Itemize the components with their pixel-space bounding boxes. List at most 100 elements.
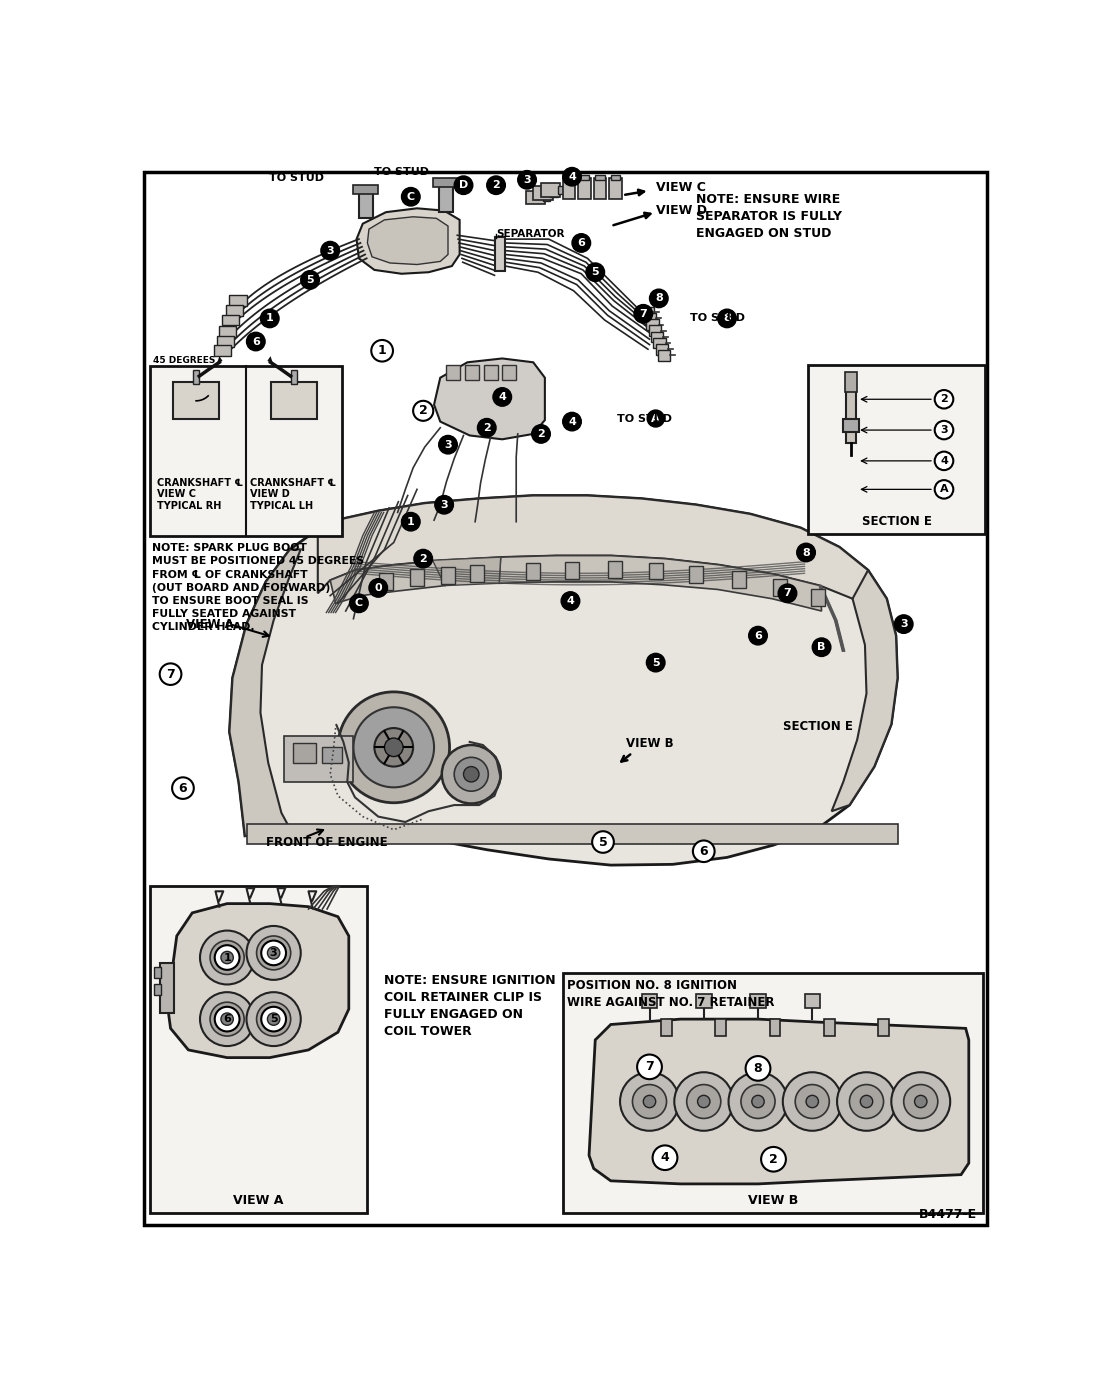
Text: VIEW D: VIEW D (250, 490, 289, 499)
Text: C: C (406, 192, 415, 202)
Circle shape (256, 1003, 290, 1036)
Bar (526, 191, 545, 205)
Text: VIEW B: VIEW B (626, 737, 673, 750)
Circle shape (649, 289, 668, 307)
Polygon shape (499, 556, 821, 611)
Polygon shape (267, 357, 274, 365)
Text: 4: 4 (566, 596, 574, 606)
Circle shape (745, 1057, 771, 1080)
Bar (696, 994, 711, 1008)
Bar (847, 387, 856, 443)
Text: 2: 2 (492, 180, 500, 191)
Circle shape (849, 1084, 883, 1119)
Circle shape (160, 664, 181, 685)
Circle shape (860, 1095, 872, 1108)
Circle shape (729, 1072, 787, 1131)
Text: 5: 5 (269, 1014, 277, 1025)
Circle shape (435, 495, 454, 514)
Bar (438, 181, 453, 212)
Bar (246, 824, 898, 844)
Bar (220, 326, 236, 337)
Bar (607, 561, 622, 578)
Text: TO STUD: TO STUD (269, 173, 325, 183)
Circle shape (210, 940, 244, 975)
Circle shape (935, 420, 953, 440)
Bar (564, 176, 574, 180)
Circle shape (172, 777, 194, 799)
Circle shape (693, 841, 714, 862)
Text: VIEW A: VIEW A (233, 1194, 284, 1207)
Bar (160, 963, 173, 1012)
Bar (495, 236, 506, 271)
Bar (193, 371, 199, 384)
Text: 4: 4 (660, 1151, 669, 1164)
Text: 4: 4 (569, 416, 576, 426)
Text: POSITION NO. 8 IGNITION
WIRE AGAINST NO. 7 RETAINER: POSITION NO. 8 IGNITION WIRE AGAINST NO.… (566, 979, 774, 1010)
Text: 7: 7 (645, 1061, 654, 1073)
Text: 2: 2 (538, 429, 545, 438)
Circle shape (321, 242, 340, 260)
Circle shape (563, 167, 582, 185)
Circle shape (532, 425, 550, 443)
Circle shape (813, 638, 831, 657)
Bar (649, 563, 662, 579)
Bar (214, 346, 231, 357)
Text: 8: 8 (723, 314, 731, 324)
Text: 6: 6 (700, 845, 708, 857)
Text: 3: 3 (444, 440, 452, 449)
Circle shape (644, 1095, 656, 1108)
Circle shape (384, 739, 403, 757)
Circle shape (741, 1084, 775, 1119)
Polygon shape (230, 549, 300, 835)
Circle shape (493, 387, 511, 407)
Text: 1: 1 (266, 314, 274, 324)
Text: 4: 4 (569, 171, 576, 181)
Bar (433, 177, 459, 187)
Circle shape (647, 409, 665, 427)
Text: 6: 6 (179, 781, 188, 795)
Bar (845, 372, 857, 391)
Text: B4477-E: B4477-E (919, 1207, 977, 1221)
Circle shape (778, 584, 797, 603)
Circle shape (752, 1095, 764, 1108)
Bar (322, 747, 342, 762)
Text: 6: 6 (577, 238, 585, 248)
Text: NOTE: ENSURE IGNITION
COIL RETAINER CLIP IS
FULLY ENGAGED ON
COIL TOWER: NOTE: ENSURE IGNITION COIL RETAINER CLIP… (384, 975, 556, 1039)
Text: VIEW C: VIEW C (158, 490, 197, 499)
Bar (651, 332, 664, 342)
Text: 2: 2 (418, 404, 427, 418)
Text: 1: 1 (378, 344, 386, 357)
Circle shape (572, 234, 591, 252)
Polygon shape (230, 495, 898, 866)
Circle shape (350, 595, 368, 613)
Text: NOTE: ENSURE WIRE
SEPARATOR IS FULLY
ENGAGED ON STUD: NOTE: ENSURE WIRE SEPARATOR IS FULLY ENG… (696, 192, 842, 239)
Bar (410, 570, 424, 586)
Text: 45 DEGREES: 45 DEGREES (152, 357, 215, 365)
Text: VIEW C: VIEW C (656, 181, 705, 194)
Bar (732, 571, 745, 588)
Bar (647, 319, 659, 331)
Circle shape (438, 436, 457, 454)
Text: 5: 5 (651, 657, 659, 668)
Text: TYPICAL RH: TYPICAL RH (158, 501, 222, 510)
Circle shape (592, 831, 614, 853)
Bar (654, 337, 666, 349)
Bar (843, 419, 859, 433)
Circle shape (935, 452, 953, 470)
Bar (353, 185, 379, 195)
Bar (153, 983, 161, 996)
Polygon shape (433, 557, 501, 585)
Bar (773, 578, 787, 596)
Text: 2: 2 (420, 553, 427, 564)
Circle shape (586, 263, 605, 282)
Circle shape (914, 1095, 927, 1108)
Circle shape (414, 549, 433, 568)
Bar (225, 306, 243, 317)
Bar (641, 307, 655, 318)
Circle shape (904, 1084, 937, 1119)
Bar (808, 365, 985, 534)
Bar (649, 325, 661, 336)
Bar (470, 564, 485, 582)
Text: 8: 8 (803, 548, 810, 557)
Bar (656, 344, 668, 354)
